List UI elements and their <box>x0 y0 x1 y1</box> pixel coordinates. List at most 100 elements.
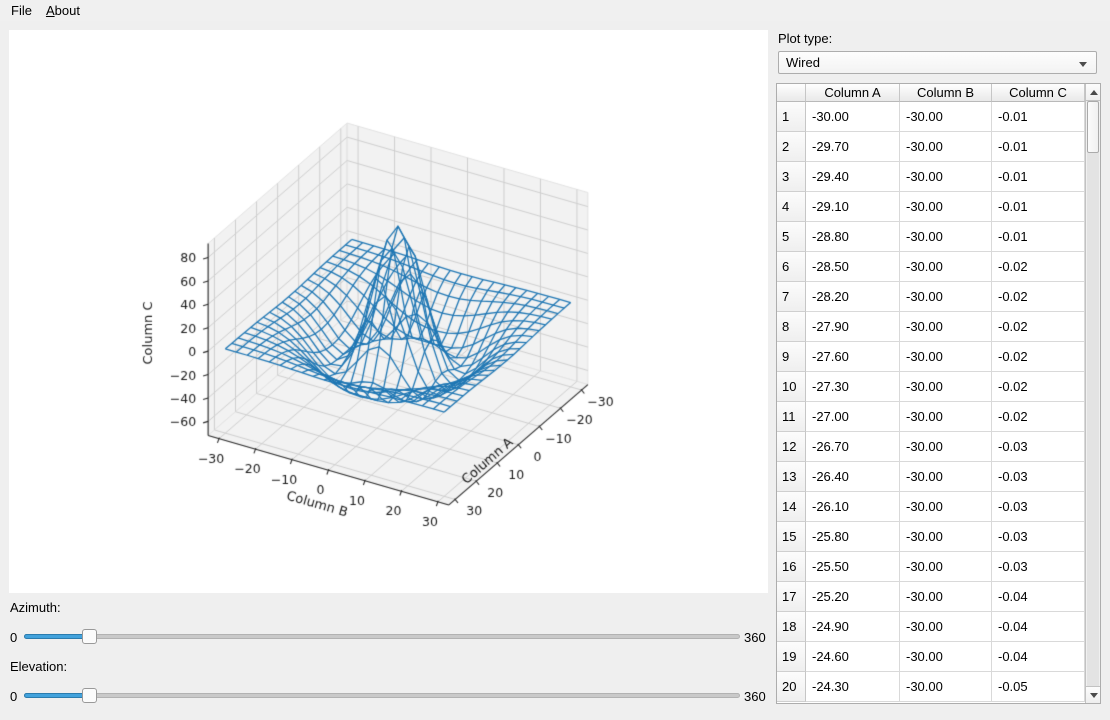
azimuth-label: Azimuth: <box>10 600 61 615</box>
table-cell[interactable]: -0.05 <box>992 672 1085 702</box>
scrollbar-track[interactable] <box>1087 153 1099 686</box>
table-cell[interactable]: -25.20 <box>806 582 900 612</box>
row-number: 17 <box>777 582 806 612</box>
scroll-up-button[interactable] <box>1086 84 1100 101</box>
row-number: 7 <box>777 282 806 312</box>
table-cell[interactable]: -0.03 <box>992 552 1085 582</box>
table-cell[interactable]: -0.01 <box>992 132 1085 162</box>
table-cell[interactable]: -30.00 <box>900 462 992 492</box>
table-row: 16 -25.50 -30.00 -0.03 <box>777 552 1085 582</box>
table-cell[interactable]: -30.00 <box>900 162 992 192</box>
table-cell[interactable]: -28.20 <box>806 282 900 312</box>
menu-item-about[interactable]: About <box>45 3 80 18</box>
table-row: 4 -29.10 -30.00 -0.01 <box>777 192 1085 222</box>
table-cell[interactable]: -0.04 <box>992 582 1085 612</box>
table-cell[interactable]: -28.50 <box>806 252 900 282</box>
table-cell[interactable]: -0.02 <box>992 372 1085 402</box>
table-cell[interactable]: -30.00 <box>900 372 992 402</box>
table-cell[interactable]: -0.04 <box>992 612 1085 642</box>
elevation-slider-handle[interactable] <box>82 688 98 703</box>
table-row: 14 -26.10 -30.00 -0.03 <box>777 492 1085 522</box>
table-cell[interactable]: -0.01 <box>992 192 1085 222</box>
table-cell[interactable]: -0.03 <box>992 522 1085 552</box>
table-cell[interactable]: -30.00 <box>900 672 992 702</box>
table-cell[interactable]: -28.80 <box>806 222 900 252</box>
azimuth-slider[interactable]: 0 360 <box>0 629 780 645</box>
table-cell[interactable]: -0.03 <box>992 462 1085 492</box>
table-cell[interactable]: -29.40 <box>806 162 900 192</box>
scrollbar-thumb[interactable] <box>1087 101 1099 153</box>
corner-header[interactable] <box>777 84 806 102</box>
row-number: 15 <box>777 522 806 552</box>
plot-type-combobox[interactable]: Wired <box>778 51 1097 74</box>
table-cell[interactable]: -0.02 <box>992 402 1085 432</box>
table-cell[interactable]: -24.30 <box>806 672 900 702</box>
table-cell[interactable]: -27.60 <box>806 342 900 372</box>
table-cell[interactable]: -30.00 <box>900 582 992 612</box>
row-number: 20 <box>777 672 806 702</box>
table-cell[interactable]: -27.00 <box>806 402 900 432</box>
table-cell[interactable]: -30.00 <box>900 522 992 552</box>
table-row: 9 -27.60 -30.00 -0.02 <box>777 342 1085 372</box>
table-cell[interactable]: -30.00 <box>900 312 992 342</box>
table-cell[interactable]: -25.80 <box>806 522 900 552</box>
table-cell[interactable]: -30.00 <box>900 192 992 222</box>
elevation-slider-track[interactable] <box>24 693 740 698</box>
table-row: 3 -29.40 -30.00 -0.01 <box>777 162 1085 192</box>
row-number: 4 <box>777 192 806 222</box>
data-table: Column A Column B Column C 1 -30.00 -30.00 -0.… <box>776 83 1101 704</box>
azimuth-slider-track[interactable] <box>24 634 740 639</box>
table-cell[interactable]: -0.01 <box>992 222 1085 252</box>
table-cell[interactable]: -25.50 <box>806 552 900 582</box>
table-cell[interactable]: -26.40 <box>806 462 900 492</box>
table-cell[interactable]: -0.02 <box>992 282 1085 312</box>
table-cell[interactable]: -24.90 <box>806 612 900 642</box>
row-number: 10 <box>777 372 806 402</box>
menu-item-file[interactable]: File <box>11 3 32 18</box>
table-cell[interactable]: -30.00 <box>900 282 992 312</box>
table-cell[interactable]: -0.03 <box>992 492 1085 522</box>
table-cell[interactable]: -29.10 <box>806 192 900 222</box>
table-cell[interactable]: -30.00 <box>900 612 992 642</box>
table-cell[interactable]: -30.00 <box>900 642 992 672</box>
row-number: 18 <box>777 612 806 642</box>
table-cell[interactable]: -0.01 <box>992 102 1085 132</box>
table-cell[interactable]: -0.01 <box>992 162 1085 192</box>
table-cell[interactable]: -0.02 <box>992 312 1085 342</box>
table-cell[interactable]: -30.00 <box>900 342 992 372</box>
table-cell[interactable]: -30.00 <box>900 132 992 162</box>
table-cell[interactable]: -29.70 <box>806 132 900 162</box>
table-cell[interactable]: -0.02 <box>992 252 1085 282</box>
table-cell[interactable]: -26.70 <box>806 432 900 462</box>
table-cell[interactable]: -27.30 <box>806 372 900 402</box>
elevation-max-label: 360 <box>744 689 766 704</box>
column-header[interactable]: Column B <box>900 84 992 102</box>
table-cell[interactable]: -30.00 <box>900 252 992 282</box>
elevation-slider[interactable]: 0 360 <box>0 688 780 704</box>
table-cell[interactable]: -30.00 <box>900 102 992 132</box>
table-row: 1 -30.00 -30.00 -0.01 <box>777 102 1085 132</box>
table-cell[interactable]: -30.00 <box>900 432 992 462</box>
table-cell[interactable]: -30.00 <box>806 102 900 132</box>
table-cell[interactable]: -26.10 <box>806 492 900 522</box>
row-number: 19 <box>777 642 806 672</box>
scroll-down-button[interactable] <box>1086 686 1100 703</box>
table-cell[interactable]: -30.00 <box>900 492 992 522</box>
azimuth-slider-handle[interactable] <box>82 629 98 644</box>
plot-figure <box>9 30 768 593</box>
table-vertical-scrollbar[interactable] <box>1085 84 1100 703</box>
table-cell[interactable]: -30.00 <box>900 552 992 582</box>
table-cell[interactable]: -0.03 <box>992 432 1085 462</box>
table-row: 15 -25.80 -30.00 -0.03 <box>777 522 1085 552</box>
column-header[interactable]: Column A <box>806 84 900 102</box>
table-row: 7 -28.20 -30.00 -0.02 <box>777 282 1085 312</box>
column-header[interactable]: Column C <box>992 84 1085 102</box>
table-row: 5 -28.80 -30.00 -0.01 <box>777 222 1085 252</box>
table-cell[interactable]: -30.00 <box>900 402 992 432</box>
table-cell[interactable]: -0.02 <box>992 342 1085 372</box>
table-cell[interactable]: -24.60 <box>806 642 900 672</box>
row-number: 6 <box>777 252 806 282</box>
table-cell[interactable]: -27.90 <box>806 312 900 342</box>
table-cell[interactable]: -0.04 <box>992 642 1085 672</box>
table-cell[interactable]: -30.00 <box>900 222 992 252</box>
